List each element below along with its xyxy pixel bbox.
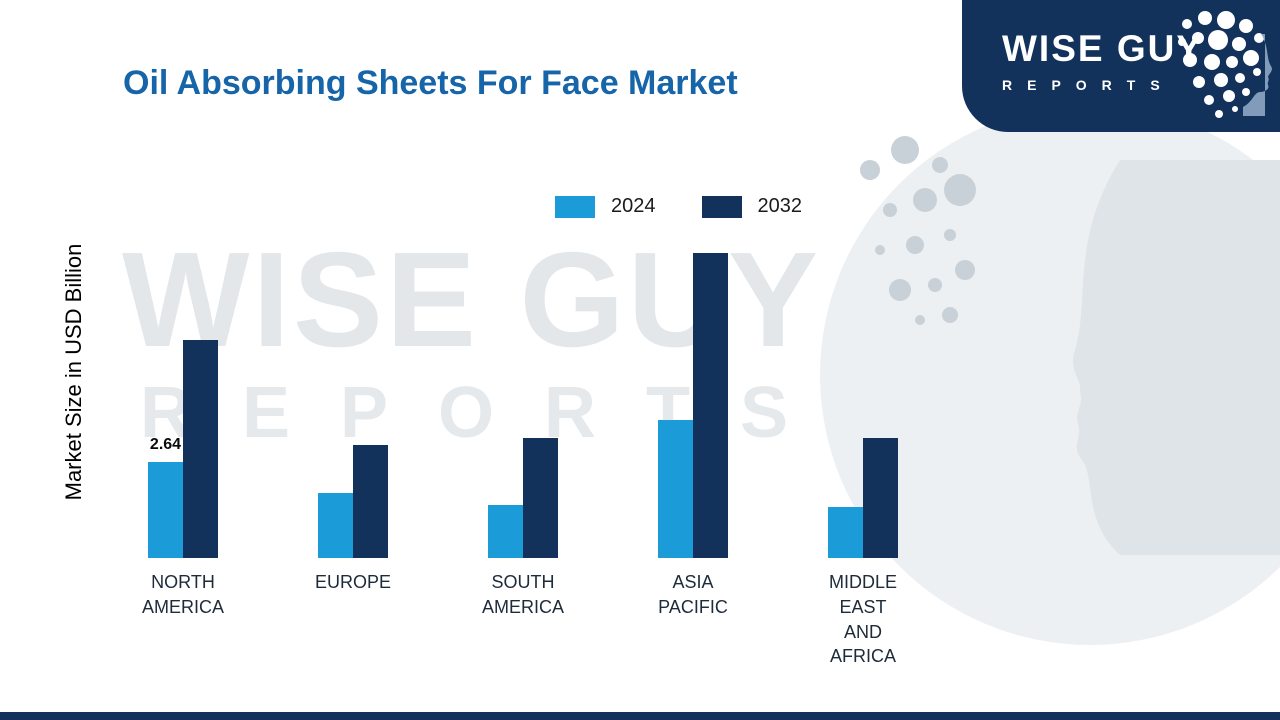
bar-2024-south-america <box>488 505 523 558</box>
legend-item-2024: 2024 <box>555 195 656 218</box>
bar-2032-asia-pacific <box>693 252 728 558</box>
logo-wiseguy-text: WISE GUY <box>1002 28 1204 69</box>
logo-dotted-head-icon <box>1178 11 1272 118</box>
bars-asia-pacific <box>658 238 728 558</box>
category-label-asia-pacific: ASIA PACIFIC <box>658 572 728 617</box>
legend-swatch-2024 <box>555 195 595 218</box>
bar-group-asia-pacific: ASIA PACIFIC <box>658 238 728 617</box>
category-label-north-america: NORTH AMERICA <box>141 572 224 617</box>
bars-europe <box>318 238 388 558</box>
category-label-south-america: SOUTH AMERICA <box>481 572 564 617</box>
bar-group-middle-east-and-africa: MIDDLE EAST AND AFRICA <box>828 238 898 666</box>
y-axis-title: Market Size in USD Billion <box>61 243 86 501</box>
page-title: Oil Absorbing Sheets For Face Market <box>123 63 738 102</box>
legend-label-2032: 2032 <box>757 195 803 217</box>
bar-group-south-america: SOUTH AMERICA <box>482 238 564 617</box>
bar-2024-middle-east-and-africa <box>828 507 863 558</box>
bar-group-north-america: 2.64 NORTH AMERICA <box>142 238 224 617</box>
bar-2032-middle-east-and-africa <box>863 438 898 558</box>
bar-2024-asia-pacific <box>658 419 693 558</box>
logo-reports-text: REPORTS <box>1002 77 1175 93</box>
legend-swatch-2032 <box>701 195 742 218</box>
legend-label-2024: 2024 <box>611 195 656 217</box>
bar-2024-north-america: 2.64 <box>148 436 183 558</box>
bars-south-america <box>488 238 558 558</box>
chart-legend: 2024 2032 <box>555 195 802 218</box>
bar-2024-europe <box>318 492 353 558</box>
bars-north-america: 2.64 <box>148 238 218 558</box>
bar-2032-south-america <box>523 438 558 558</box>
bar-2032-north-america <box>183 339 218 558</box>
bar-group-europe: EUROPE <box>315 238 391 592</box>
bar-2032-europe <box>353 445 388 558</box>
wiseguy-logo: WISE GUY REPORTS <box>962 0 1280 132</box>
bottom-accent-bar <box>0 712 1280 720</box>
bar-value-label: 2.64 <box>149 436 182 453</box>
watermark-face-icon <box>820 105 1280 645</box>
bars-middle-east-and-africa <box>828 238 898 558</box>
legend-item-2032: 2032 <box>701 195 803 218</box>
category-label-middle-east-and-africa: MIDDLE EAST AND AFRICA <box>828 572 897 667</box>
plot-area: 2.64 NORTH AMERICA EUROPE SOUTH AMERICA ASIA PA… <box>142 238 898 666</box>
category-label-europe: EUROPE <box>314 572 392 592</box>
